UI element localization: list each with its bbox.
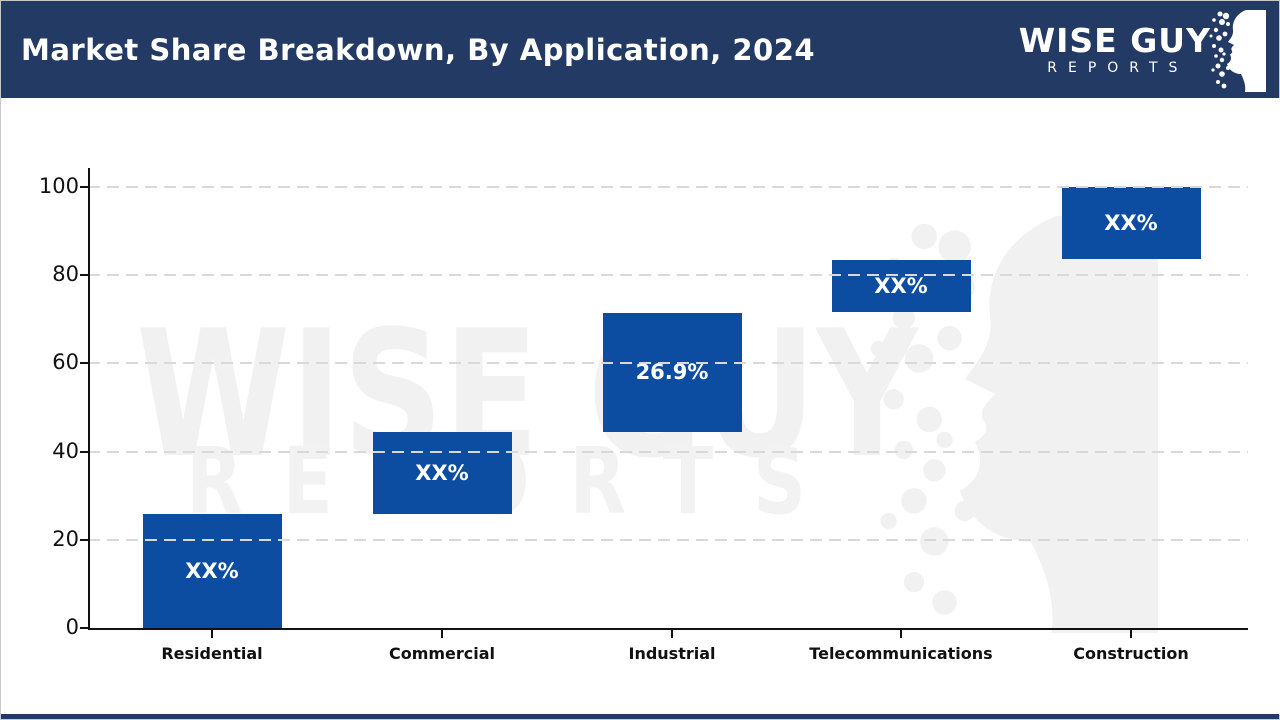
bar-value-label: XX% xyxy=(874,274,928,298)
y-tick-label: 80 xyxy=(52,262,79,287)
x-axis-line xyxy=(88,628,1248,630)
x-tick xyxy=(441,630,443,638)
bar-construction: XX% xyxy=(1061,187,1201,259)
x-tick xyxy=(900,630,902,638)
bar-telecommunications: XX% xyxy=(831,260,971,312)
watermark-wiseguy-text: WISE GUY xyxy=(136,294,918,497)
category-label-commercial: Commercial xyxy=(388,644,496,663)
y-tick xyxy=(80,274,88,277)
gridline xyxy=(88,186,1248,188)
category-label-industrial: Industrial xyxy=(628,644,716,663)
y-tick-label: 60 xyxy=(52,350,79,375)
brand-logo: WISE GUY REPORTS xyxy=(1019,7,1267,93)
header: Market Share Breakdown, By Application, … xyxy=(1,1,1279,98)
gridline xyxy=(88,450,1248,453)
y-tick xyxy=(80,186,88,188)
y-tick-label: 40 xyxy=(52,438,79,463)
bar-value-label: XX% xyxy=(415,460,469,485)
gridline xyxy=(88,538,1248,541)
footer-bar xyxy=(1,714,1279,719)
category-label-residential: Residential xyxy=(161,644,263,663)
reports-wordmark: REPORTS xyxy=(1047,60,1189,76)
bar-value-label: XX% xyxy=(185,558,239,583)
y-tick-label: 100 xyxy=(38,174,79,198)
y-tick-label: 20 xyxy=(52,526,79,551)
x-tick xyxy=(211,630,213,638)
bar-commercial: XX% xyxy=(372,432,512,514)
brand-wordmark: WISE GUY REPORTS xyxy=(1019,23,1211,77)
bar-industrial: 26.9% xyxy=(602,313,742,432)
gridline xyxy=(88,274,1248,277)
face-profile-icon xyxy=(1209,10,1266,92)
y-axis-line xyxy=(88,168,90,630)
y-tick xyxy=(80,538,88,541)
bar-value-label: 26.9% xyxy=(635,360,709,385)
y-tick xyxy=(80,362,88,365)
x-tick xyxy=(1130,630,1132,638)
y-tick xyxy=(80,450,88,453)
bar-value-label: XX% xyxy=(1104,210,1158,235)
bar-residential: XX% xyxy=(142,513,282,628)
category-label-telecommunications: Telecommunications xyxy=(809,644,993,663)
gridline xyxy=(88,362,1248,365)
watermark-face-icon xyxy=(870,216,1158,633)
y-tick xyxy=(80,627,88,629)
category-label-construction: Construction xyxy=(1073,644,1189,663)
y-tick-label: 0 xyxy=(65,615,79,639)
chart-canvas: WISE GUY REPORTS 0 20 40 60 80 100 XX% Resident… xyxy=(1,98,1280,715)
page-title: Market Share Breakdown, By Application, … xyxy=(21,32,816,67)
wiseguy-wordmark: WISE GUY xyxy=(1018,21,1211,60)
x-tick xyxy=(671,630,673,638)
watermark-reports-text: REPORTS xyxy=(186,428,847,535)
